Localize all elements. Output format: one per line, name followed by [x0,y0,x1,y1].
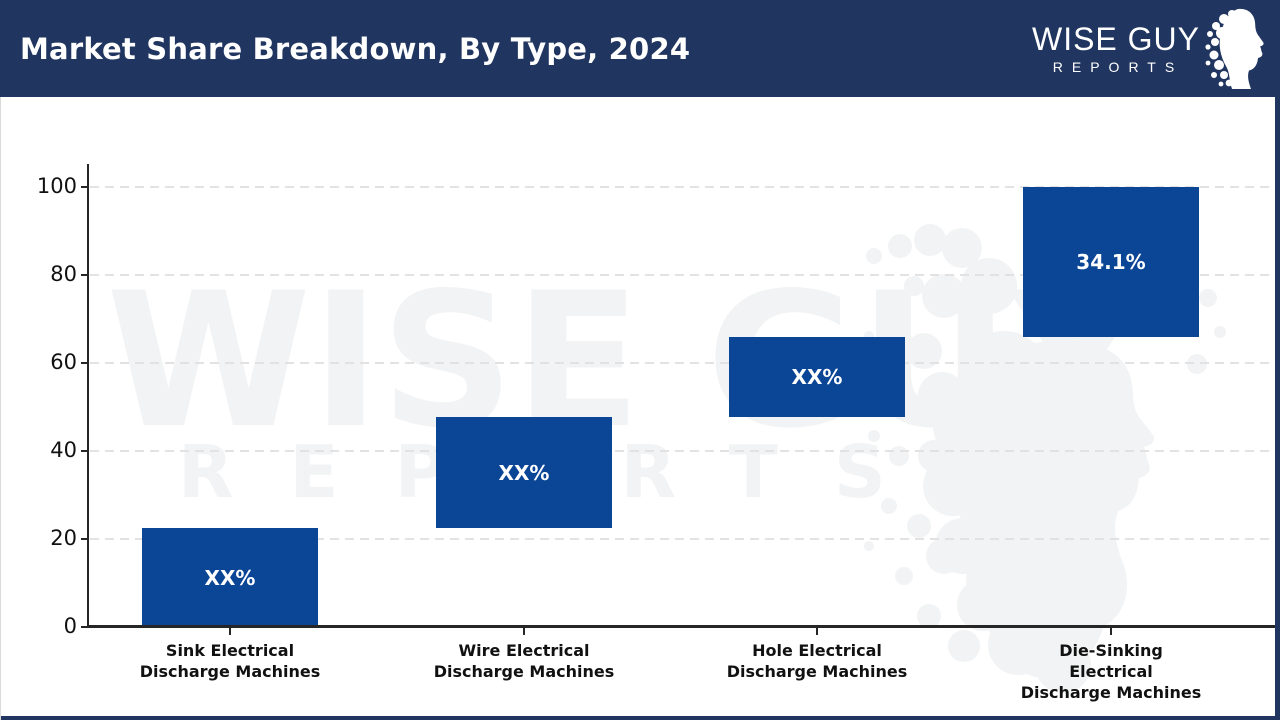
x-tick-mark [523,628,525,635]
x-tick-mark [229,628,231,635]
y-tick-label: 20 [50,526,77,550]
y-tick-mark [81,274,89,276]
bar-value-label: 34.1% [1076,250,1146,275]
logo-head-icon [1205,8,1264,89]
y-axis [87,164,89,627]
category-label: Die-Sinking Electrical Discharge Machine… [1020,641,1202,702]
gridline [90,186,1276,188]
x-tick-mark [1110,628,1112,635]
gridline [90,274,1276,276]
gridline [90,450,1276,452]
brand-logo: WISE GUY REPORTS [1032,7,1268,91]
bottom-border [0,716,1280,720]
y-tick-mark [81,186,89,188]
category-label: Sink Electrical Discharge Machines [139,641,321,681]
y-tick-label: 60 [50,350,77,374]
header: Market Share Breakdown, By Type, 2024 WI… [0,0,1280,97]
watermark-head-icon [864,224,1226,693]
bar-value-label: XX% [204,565,256,590]
right-border [1275,0,1280,720]
x-axis [87,625,1276,628]
gridline [90,362,1276,364]
y-tick-label: 80 [50,262,77,286]
bar-value-label: XX% [791,365,843,390]
bar-segment: 34.1% [1023,187,1199,338]
y-tick-label: 0 [63,614,77,638]
bar-value-label: XX% [498,460,550,485]
logo-wordmark: WISE GUY [1031,20,1200,57]
left-border [0,97,1,720]
category-label: Wire Electrical Discharge Machines [433,641,615,681]
y-tick-mark [81,626,89,628]
logo-subtext: REPORTS [1052,58,1184,75]
bar-segment: XX% [142,528,318,627]
bar-segment: XX% [729,337,905,418]
y-tick-label: 100 [36,174,77,198]
brand-logo-text: WISE GUY REPORTS [1032,23,1200,75]
y-tick-mark [81,450,89,452]
category-label: Hole Electrical Discharge Machines [726,641,908,681]
y-tick-mark [81,538,89,540]
gridline [90,538,1276,540]
x-tick-mark [816,628,818,635]
y-tick-label: 40 [50,438,77,462]
chart-title: Market Share Breakdown, By Type, 2024 [20,31,691,66]
bar-segment: XX% [436,417,612,528]
y-tick-mark [81,362,89,364]
